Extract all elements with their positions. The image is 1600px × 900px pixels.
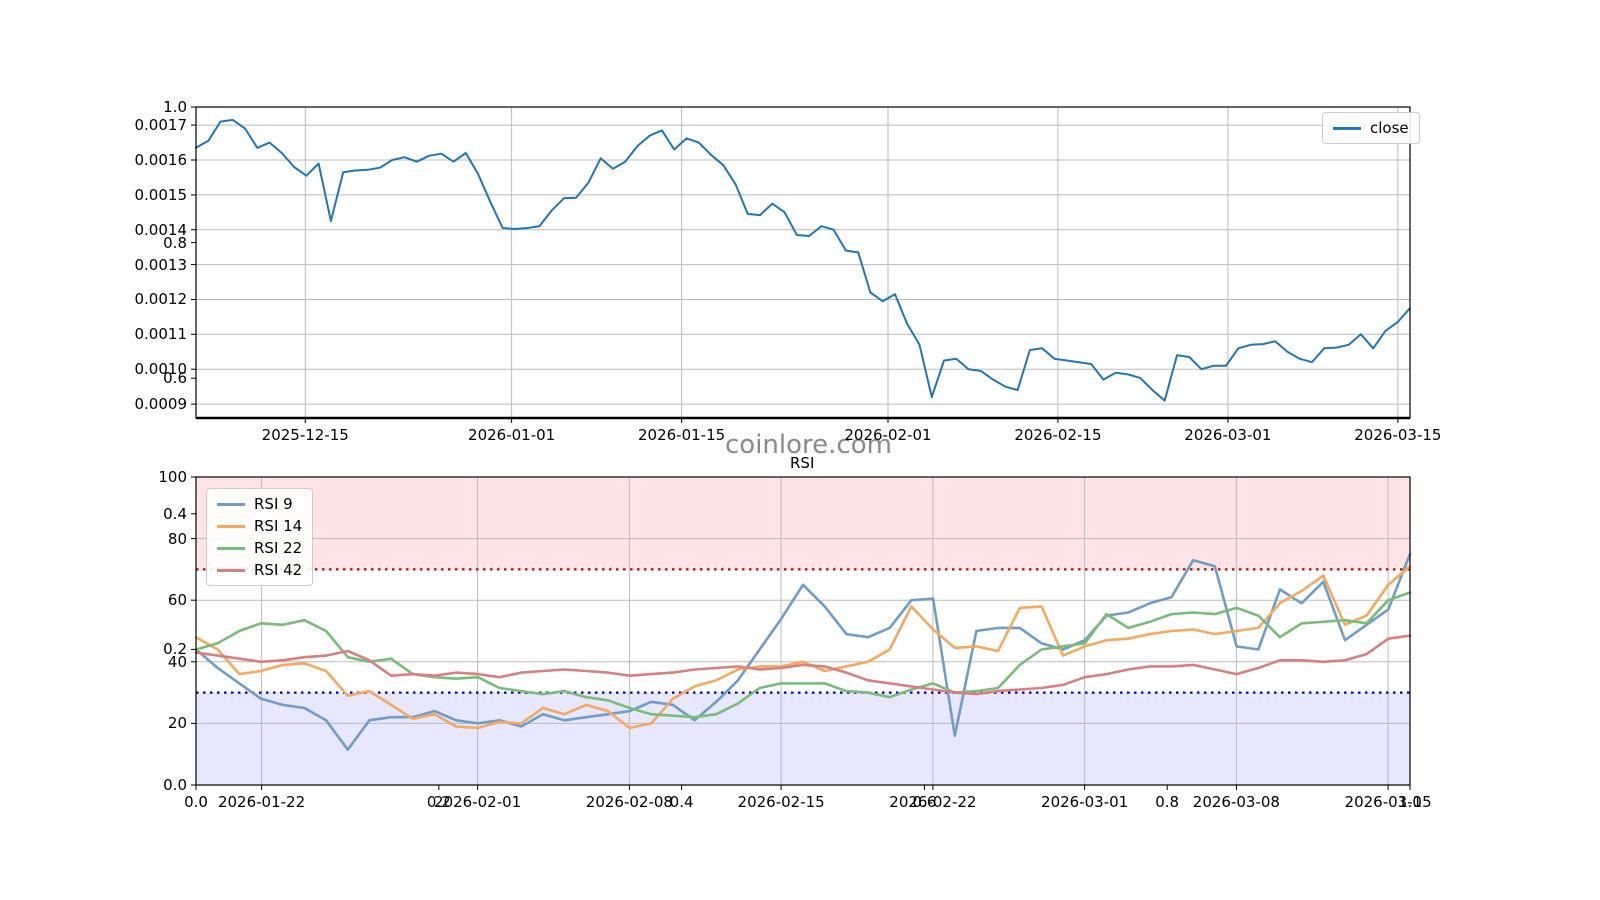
rsi-x-tick-label: 2026-02-08 [585,793,673,811]
price-x-tick-label: 2026-01-15 [638,426,726,444]
rsi-chart-legend: RSI 9 RSI 14 RSI 22 RSI 42 [206,488,314,586]
price-x-tick-label: 2026-02-15 [1014,426,1102,444]
rsi-y-tick-label: 60 [167,591,187,610]
price-x-tick-label: 2026-01-01 [468,426,556,444]
overlay-x-tick-label: 1.0 [1398,793,1422,811]
rsi-x-tick-label: 2026-01-22 [217,793,306,811]
price-chart-legend: close [1322,112,1420,144]
price-y-tick-label: 0.0016 [134,150,188,169]
legend-row-rsi-22: RSI 22 [215,537,304,559]
overlay-y-tick-label: 0.8 [163,233,187,252]
rsi-x-tick-label: 2026-03-15 [1344,793,1432,811]
legend-row-close: close [1331,117,1411,139]
overlay-x-tick-label: 0.8 [1155,793,1180,811]
rsi-y-tick-label: 40 [167,652,187,671]
rsi-x-tick-label: 2026-02-01 [434,793,522,811]
legend-label-rsi-22: RSI 22 [254,539,303,557]
price-y-tick-label: 0.0015 [134,185,188,204]
price-x-tick-label: 2026-02-01 [844,426,932,444]
rsi-x-tick-label: 2026-03-01 [1041,793,1129,811]
price-x-tick-label: 2025-12-15 [261,426,349,444]
price-x-tick-label: 2026-03-01 [1184,426,1272,444]
price-y-tick-label: 0.0010 [134,360,188,379]
legend-row-rsi-9: RSI 9 [215,493,304,515]
price-y-tick-label: 0.0017 [134,116,188,135]
price-y-tick-label: 0.0013 [134,255,188,274]
legend-label-rsi-9: RSI 9 [254,495,293,513]
price-y-tick-label: 0.0009 [134,395,188,414]
legend-label-rsi-42: RSI 42 [254,561,303,579]
overlay-y-tick-label: 0.0 [163,776,187,794]
overlay-x-tick-label: 0.2 [426,793,451,811]
overlay-y-tick-label: 0.6 [163,369,187,388]
rsi-y-tick-label: 100 [158,468,187,486]
rsi-y-tick-label: 20 [167,714,187,733]
legend-label-rsi-14: RSI 14 [254,517,303,535]
rsi-22-line-sample [217,546,245,550]
overlay-x-tick-label: 0.6 [912,793,937,811]
overlay-y-tick-label: 0.4 [163,504,187,523]
rsi-42-line-sample [217,568,245,572]
rsi-y-tick-label: 80 [167,529,187,548]
overlay-axis [191,106,1411,790]
rsi-x-tick-label: 2026-02-22 [889,793,977,811]
close-line-sample [1333,126,1361,130]
legend-row-rsi-14: RSI 14 [215,515,304,537]
price-y-tick-label: 0.0011 [134,325,188,344]
price-y-tick-label: 0.0014 [134,220,188,239]
price-chart [191,106,1411,423]
overlay-x-tick-label: 0.0 [184,793,208,811]
overlay-y-tick-label: 1.0 [163,98,187,116]
legend-label-close: close [1370,119,1409,137]
rsi-x-tick-label: 2026-03-08 [1192,793,1280,811]
legend-row-rsi-42: RSI 42 [215,559,304,581]
price-x-tick-label: 2026-03-15 [1354,426,1442,444]
rsi-9-line-sample [217,502,245,506]
rsi-chart [191,476,1412,790]
price-y-tick-label: 0.0012 [134,290,188,309]
overlay-x-tick-label: 0.4 [669,793,694,811]
rsi-14-line-sample [217,524,245,528]
rsi-chart-title: RSI [790,454,815,472]
watermark: coinlore.com [725,430,892,460]
rsi-x-tick-label: 2026-02-15 [737,793,825,811]
overlay-y-tick-label: 0.2 [163,640,187,659]
